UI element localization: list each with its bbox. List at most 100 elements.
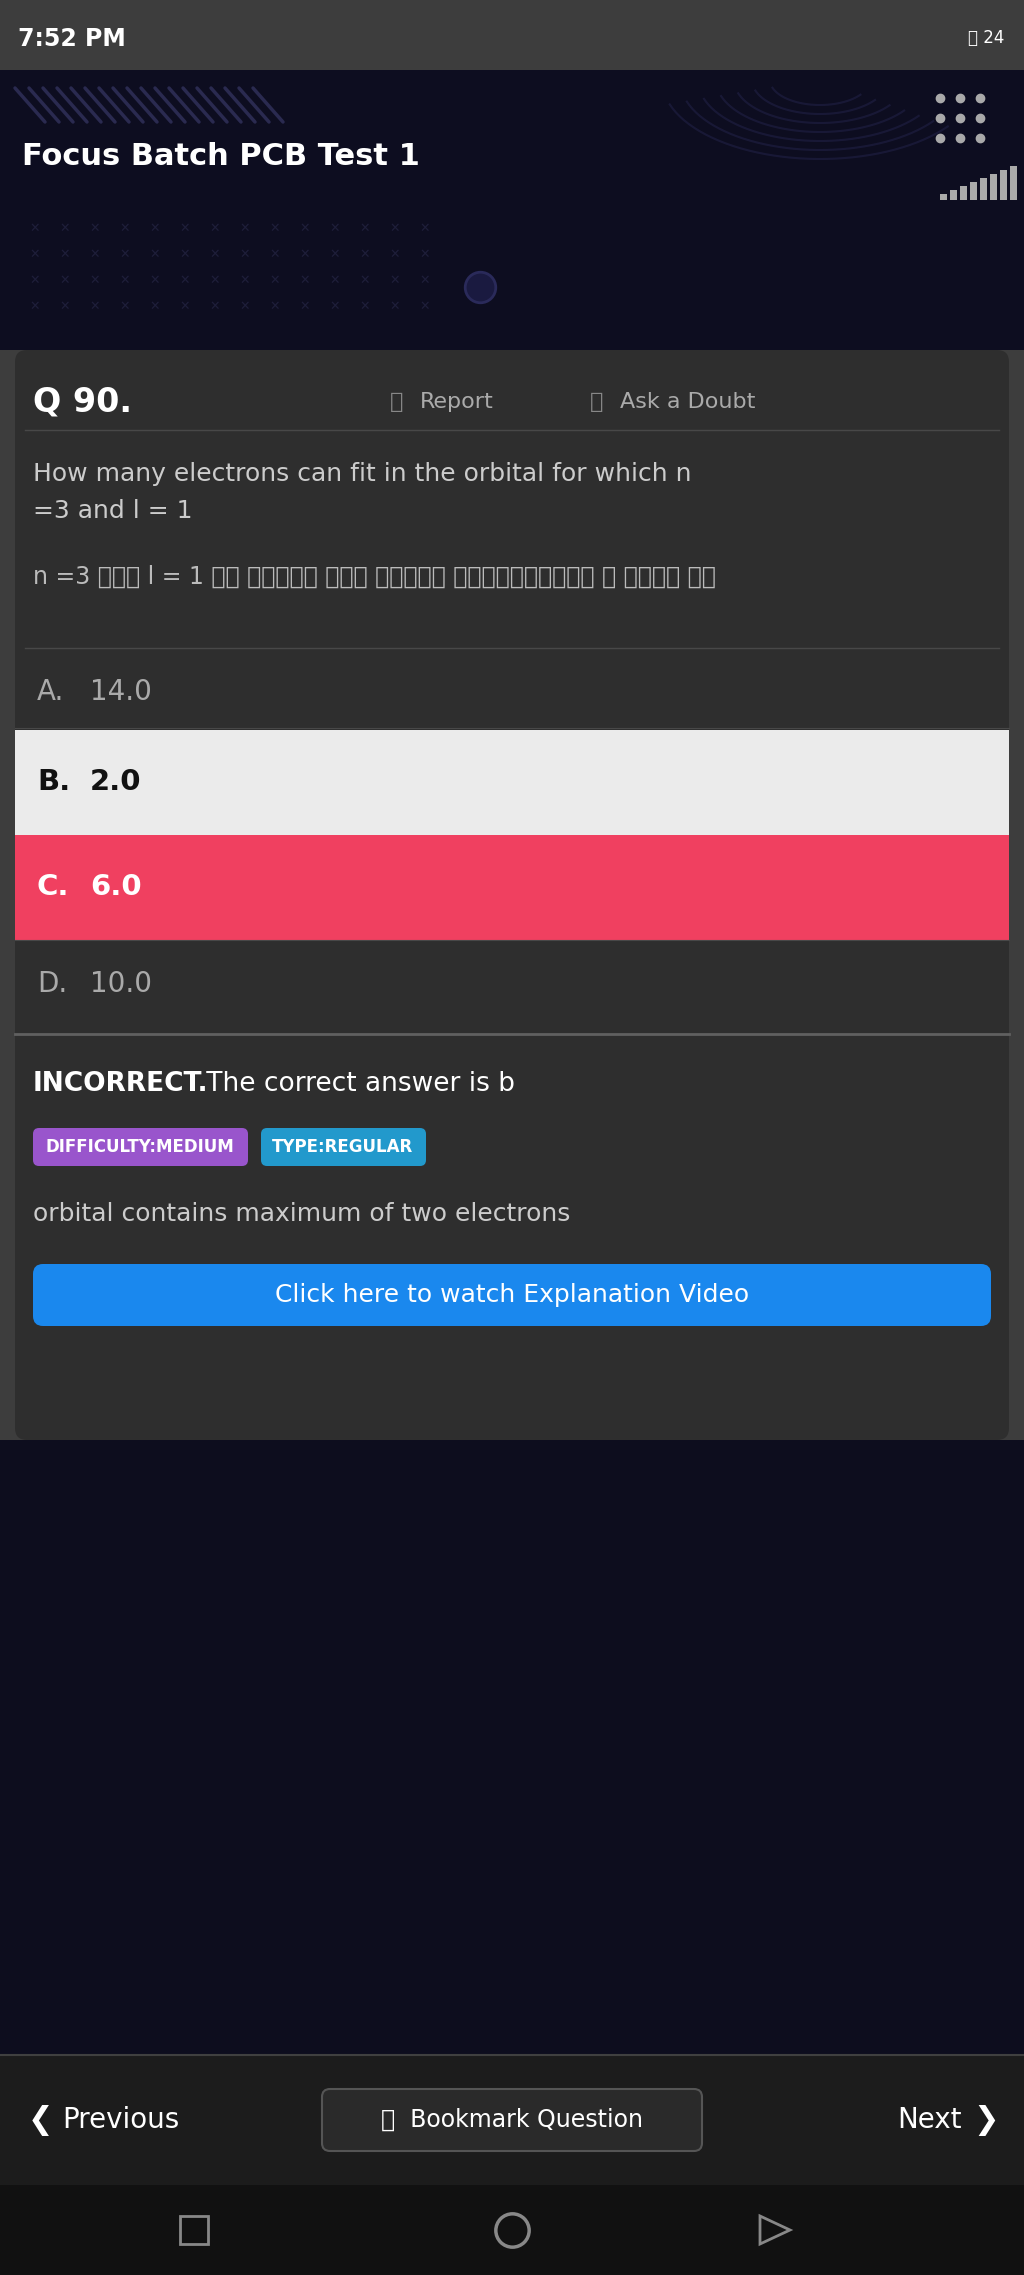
Text: ✕: ✕ bbox=[180, 221, 190, 234]
Text: ✕: ✕ bbox=[240, 273, 250, 287]
FancyBboxPatch shape bbox=[261, 1128, 426, 1167]
Text: ✕: ✕ bbox=[30, 273, 40, 287]
Text: ✕: ✕ bbox=[300, 300, 310, 312]
Text: ✕: ✕ bbox=[300, 248, 310, 262]
Text: ✕: ✕ bbox=[180, 248, 190, 262]
Text: n =3 एवं l = 1 के कक्षक में कितने इलेक्ट्रॉन आ सकते है: n =3 एवं l = 1 के कक्षक में कितने इलेक्ट… bbox=[33, 564, 716, 589]
Text: ✕: ✕ bbox=[240, 300, 250, 312]
Text: ✕: ✕ bbox=[420, 300, 430, 312]
Text: ✕: ✕ bbox=[300, 221, 310, 234]
Text: ✕: ✕ bbox=[330, 300, 340, 312]
Text: Previous: Previous bbox=[62, 2107, 179, 2134]
Text: ✕: ✕ bbox=[390, 248, 400, 262]
Bar bbox=[990, 173, 997, 200]
Text: ✕: ✕ bbox=[269, 300, 281, 312]
Text: ✕: ✕ bbox=[359, 273, 371, 287]
Text: ✕: ✕ bbox=[359, 221, 371, 234]
Text: ✕: ✕ bbox=[120, 221, 130, 234]
Text: ✕: ✕ bbox=[90, 221, 100, 234]
Text: ❓: ❓ bbox=[390, 391, 403, 412]
Text: ✕: ✕ bbox=[90, 300, 100, 312]
Text: ✕: ✕ bbox=[330, 273, 340, 287]
Text: 7:52 PM: 7:52 PM bbox=[18, 27, 126, 50]
Bar bbox=[15, 730, 1009, 835]
Bar bbox=[0, 1440, 1024, 2054]
Text: ✕: ✕ bbox=[359, 300, 371, 312]
FancyBboxPatch shape bbox=[33, 1128, 248, 1167]
Bar bbox=[1000, 171, 1007, 200]
Text: ✕: ✕ bbox=[90, 248, 100, 262]
Bar bbox=[940, 193, 947, 200]
Text: Q 90.: Q 90. bbox=[33, 384, 132, 419]
Text: 10.0: 10.0 bbox=[90, 969, 152, 999]
Text: Click here to watch Explanation Video: Click here to watch Explanation Video bbox=[274, 1283, 750, 1308]
Text: ✕: ✕ bbox=[90, 273, 100, 287]
Text: Focus Batch PCB Test 1: Focus Batch PCB Test 1 bbox=[22, 143, 420, 171]
Text: Report: Report bbox=[420, 391, 494, 412]
Text: ✕: ✕ bbox=[30, 221, 40, 234]
Text: ✕: ✕ bbox=[390, 300, 400, 312]
Text: ✕: ✕ bbox=[300, 273, 310, 287]
Text: ✕: ✕ bbox=[210, 273, 220, 287]
Text: ✕: ✕ bbox=[210, 300, 220, 312]
Text: ✕: ✕ bbox=[390, 221, 400, 234]
Bar bbox=[970, 182, 977, 200]
Text: ✕: ✕ bbox=[180, 273, 190, 287]
Text: ✕: ✕ bbox=[269, 221, 281, 234]
Bar bbox=[180, 2216, 208, 2243]
Text: ✕: ✕ bbox=[359, 248, 371, 262]
Bar bbox=[961, 187, 967, 200]
FancyBboxPatch shape bbox=[33, 1265, 991, 1326]
Text: 2.0: 2.0 bbox=[90, 769, 141, 796]
Text: C.: C. bbox=[37, 874, 70, 901]
Text: ✕: ✕ bbox=[269, 273, 281, 287]
Bar bbox=[0, 71, 1024, 209]
Text: ✕: ✕ bbox=[150, 300, 160, 312]
Text: TYPE:REGULAR: TYPE:REGULAR bbox=[272, 1138, 414, 1156]
Bar bbox=[0, 2184, 1024, 2275]
Text: 🔖  Bookmark Question: 🔖 Bookmark Question bbox=[381, 2109, 643, 2132]
Text: ❯: ❯ bbox=[974, 2104, 999, 2136]
Bar bbox=[1010, 166, 1017, 200]
Text: ✕: ✕ bbox=[390, 273, 400, 287]
Text: 6.0: 6.0 bbox=[90, 874, 141, 901]
FancyBboxPatch shape bbox=[15, 350, 1009, 1440]
Text: ✕: ✕ bbox=[59, 300, 71, 312]
Text: DIFFICULTY:MEDIUM: DIFFICULTY:MEDIUM bbox=[46, 1138, 234, 1156]
Text: ✕: ✕ bbox=[420, 248, 430, 262]
Text: D.: D. bbox=[37, 969, 68, 999]
Text: ✕: ✕ bbox=[330, 248, 340, 262]
Bar bbox=[0, 0, 1024, 71]
Text: ✕: ✕ bbox=[269, 248, 281, 262]
Text: ✕: ✕ bbox=[240, 248, 250, 262]
Text: ✕: ✕ bbox=[120, 300, 130, 312]
Bar bbox=[15, 835, 1009, 940]
Text: ❮: ❮ bbox=[28, 2104, 53, 2136]
Bar bbox=[980, 177, 987, 200]
Text: ✕: ✕ bbox=[210, 221, 220, 234]
Bar bbox=[0, 2054, 1024, 2184]
Text: ❓: ❓ bbox=[590, 391, 603, 412]
Text: ✕: ✕ bbox=[59, 221, 71, 234]
Text: ✕: ✕ bbox=[150, 248, 160, 262]
Text: ✕: ✕ bbox=[120, 273, 130, 287]
Text: ✕: ✕ bbox=[210, 248, 220, 262]
Text: Ask a Doubt: Ask a Doubt bbox=[620, 391, 756, 412]
Text: ✕: ✕ bbox=[180, 300, 190, 312]
Text: ✕: ✕ bbox=[240, 221, 250, 234]
Bar bbox=[950, 191, 957, 200]
Text: ✕: ✕ bbox=[330, 221, 340, 234]
Text: The correct answer is b: The correct answer is b bbox=[198, 1072, 515, 1097]
Text: orbital contains maximum of two electrons: orbital contains maximum of two electron… bbox=[33, 1201, 570, 1226]
Text: B.: B. bbox=[37, 769, 71, 796]
FancyBboxPatch shape bbox=[322, 2088, 702, 2150]
Text: 📶 24: 📶 24 bbox=[968, 30, 1004, 48]
Bar bbox=[0, 209, 1024, 350]
Text: ✕: ✕ bbox=[30, 248, 40, 262]
Text: ✕: ✕ bbox=[420, 221, 430, 234]
Text: ✕: ✕ bbox=[59, 248, 71, 262]
Text: ✕: ✕ bbox=[150, 273, 160, 287]
Text: A.: A. bbox=[37, 678, 65, 705]
Text: Next: Next bbox=[897, 2107, 962, 2134]
Text: ✕: ✕ bbox=[420, 273, 430, 287]
